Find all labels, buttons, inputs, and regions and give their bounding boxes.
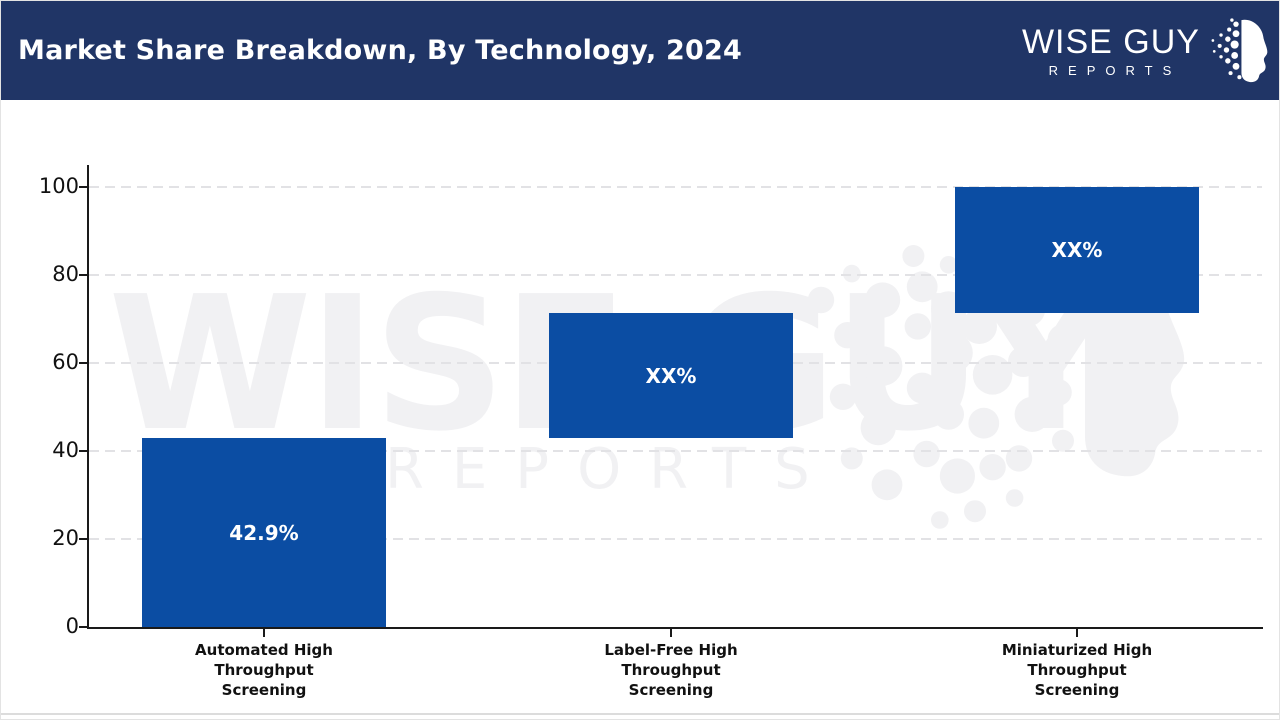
bar-segment: XX% <box>549 312 793 439</box>
x-tick-mark <box>1076 629 1078 637</box>
y-tick-mark <box>79 450 87 452</box>
bar-value-label: XX% <box>645 363 697 388</box>
y-tick-label: 40 <box>52 438 79 462</box>
x-category-label: Miniaturized High Throughput Screening <box>1001 641 1153 699</box>
header-bar: Market Share Breakdown, By Technology, 2… <box>0 0 1280 100</box>
y-tick-mark <box>79 538 87 540</box>
y-axis-spine <box>87 165 89 629</box>
y-tick-label: 80 <box>52 262 79 286</box>
y-gridline <box>89 450 1262 452</box>
page-title: Market Share Breakdown, By Technology, 2… <box>18 34 743 66</box>
y-tick-label: 0 <box>65 614 79 638</box>
x-tick-mark <box>263 629 265 637</box>
bar-value-label: XX% <box>1051 237 1103 262</box>
y-tick-mark <box>79 626 87 628</box>
y-gridline <box>89 274 1262 276</box>
y-tick-label: 20 <box>52 526 79 550</box>
y-tick-label: 100 <box>38 174 79 198</box>
y-tick-mark <box>79 274 87 276</box>
bar-segment: XX% <box>955 187 1199 313</box>
x-category-label: Label-Free High Throughput Screening <box>604 641 738 699</box>
brand-logo-name: WISE GUY <box>1021 22 1200 61</box>
y-tick-label: 60 <box>52 350 79 374</box>
y-tick-mark <box>79 362 87 364</box>
y-gridline <box>89 186 1262 188</box>
x-axis-spine <box>87 627 1263 629</box>
bar-segment: 42.9% <box>142 438 386 627</box>
brand-logo: WISE GUY REPORTS <box>1022 4 1270 96</box>
brand-logo-text: WISE GUY REPORTS <box>1022 23 1200 78</box>
y-gridline <box>89 538 1262 540</box>
x-tick-mark <box>670 629 672 637</box>
brand-logo-subtitle: REPORTS <box>1048 62 1182 78</box>
x-category-label: Automated High Throughput Screening <box>195 641 333 699</box>
bottom-divider-line <box>0 713 1280 715</box>
bar-value-label: 42.9% <box>229 520 299 545</box>
brand-logo-head-icon <box>1211 18 1268 83</box>
y-tick-mark <box>79 186 87 188</box>
